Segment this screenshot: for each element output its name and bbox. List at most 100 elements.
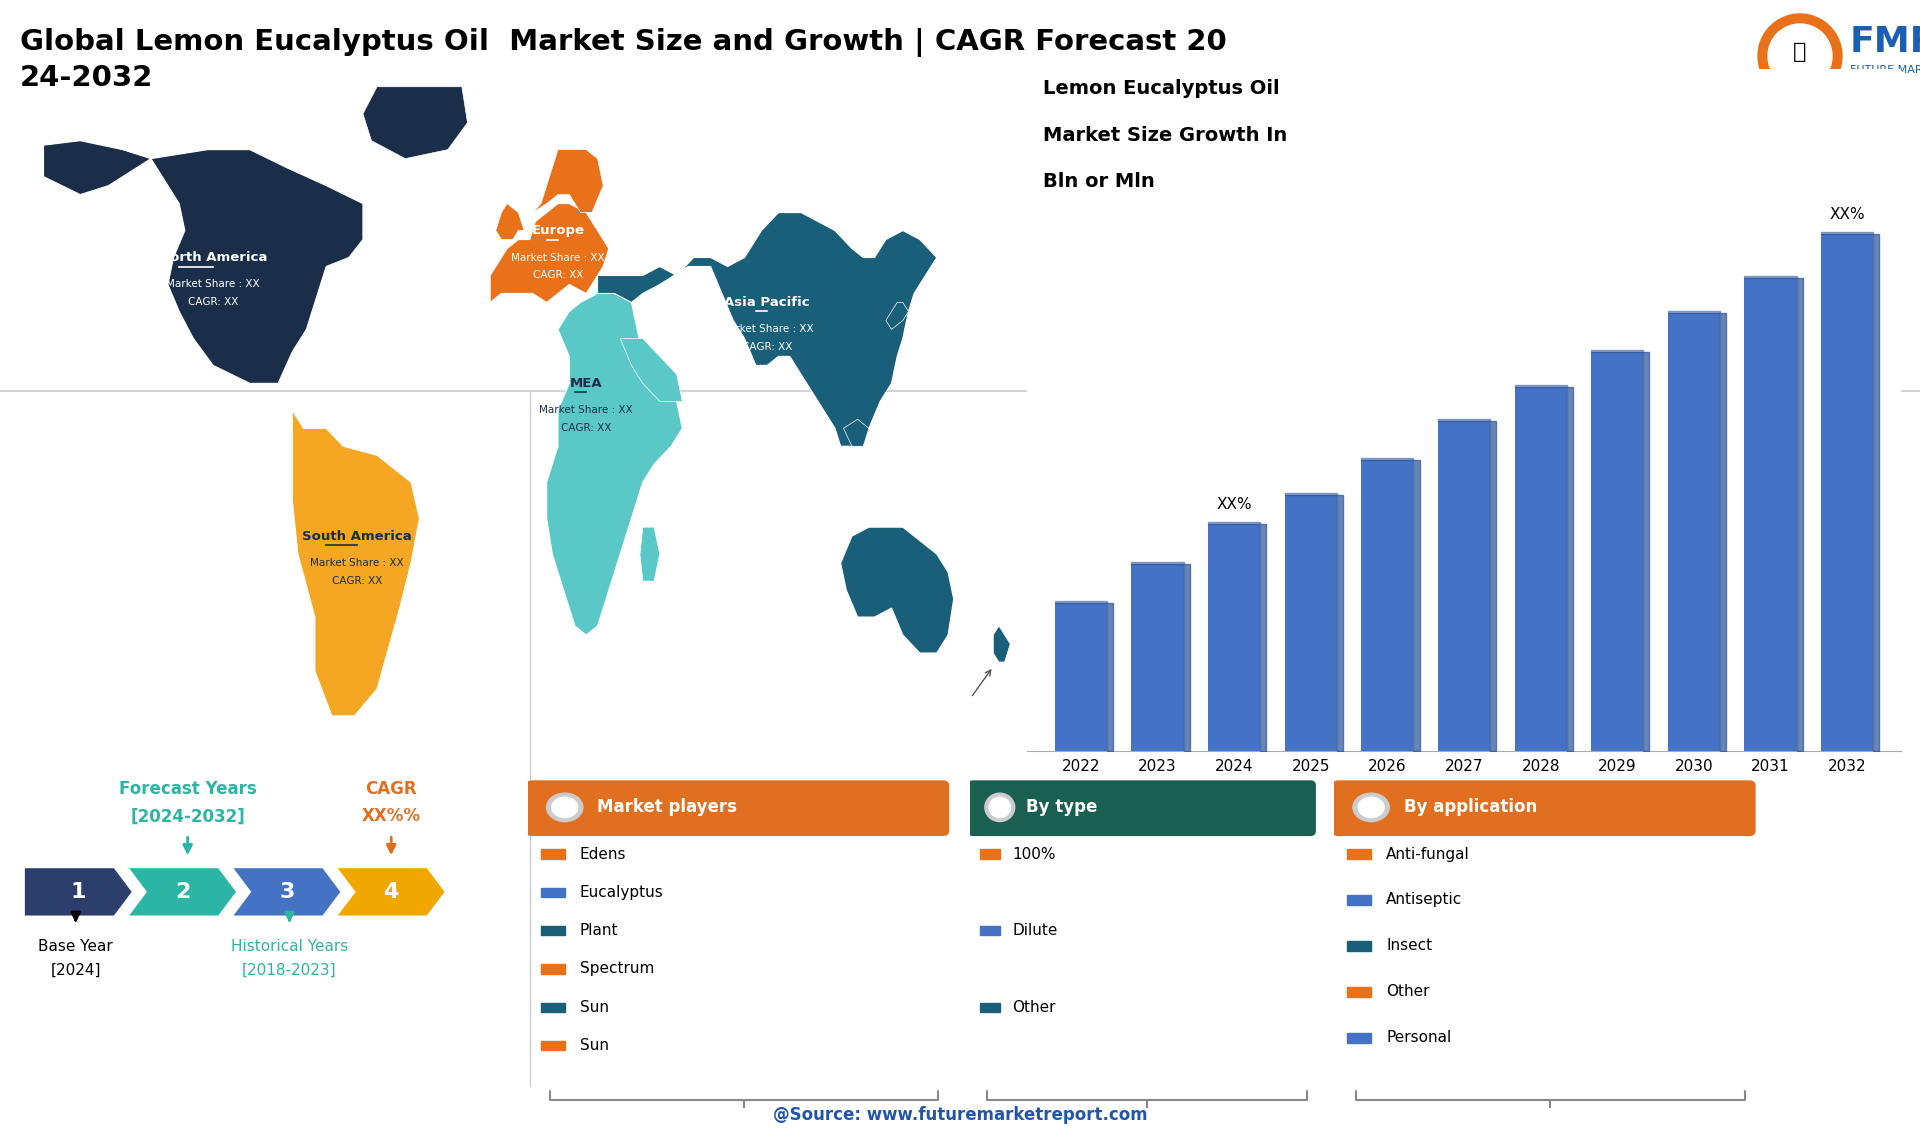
Text: 24-2032: 24-2032: [19, 64, 154, 92]
Text: By type: By type: [1027, 799, 1098, 816]
Text: 3: 3: [278, 882, 294, 902]
Bar: [1515, 386, 1567, 751]
Text: Market Share : XX: Market Share : XX: [167, 280, 259, 290]
Text: South America: South America: [303, 529, 413, 543]
Bar: [541, 926, 564, 935]
Text: MEA: MEA: [570, 377, 603, 390]
Circle shape: [551, 798, 578, 817]
Bar: [981, 1003, 1000, 1012]
Text: Eucalyptus: Eucalyptus: [580, 885, 664, 900]
Bar: [541, 849, 564, 858]
Bar: [1284, 495, 1336, 751]
Circle shape: [1768, 24, 1832, 88]
Circle shape: [547, 793, 584, 822]
Bar: [1592, 352, 1644, 751]
Text: 4: 4: [384, 882, 399, 902]
Text: CAGR: XX: CAGR: XX: [532, 270, 584, 281]
Text: Antiseptic: Antiseptic: [1386, 893, 1463, 908]
Text: Forecast Years: Forecast Years: [119, 780, 257, 799]
Text: Personal: Personal: [1386, 1030, 1452, 1045]
Polygon shape: [25, 869, 132, 916]
Bar: [541, 964, 564, 974]
Text: Sun: Sun: [580, 999, 609, 1014]
Polygon shape: [993, 626, 1010, 662]
Polygon shape: [547, 293, 682, 635]
Text: Plant: Plant: [580, 924, 618, 939]
Text: [2018-2023]: [2018-2023]: [242, 963, 336, 978]
Text: Market Share : XX: Market Share : XX: [540, 406, 634, 415]
Polygon shape: [338, 869, 445, 916]
Bar: [1820, 234, 1874, 751]
Polygon shape: [234, 869, 340, 916]
Text: Bln or Mln: Bln or Mln: [1043, 172, 1154, 191]
Text: @Source: www.futuremarketreport.com: @Source: www.futuremarketreport.com: [772, 1106, 1148, 1124]
Text: XX%: XX%: [1215, 497, 1252, 512]
Text: FUTURE MARKET REPORT: FUTURE MARKET REPORT: [1851, 65, 1920, 74]
Text: Global Lemon Eucalyptus Oil  Market Size and Growth | CAGR Forecast 20: Global Lemon Eucalyptus Oil Market Size …: [19, 28, 1227, 57]
Bar: [981, 926, 1000, 935]
FancyBboxPatch shape: [1332, 780, 1755, 837]
Bar: [1348, 1034, 1371, 1043]
Polygon shape: [129, 869, 236, 916]
Text: CAGR: XX: CAGR: XX: [188, 298, 238, 307]
Polygon shape: [495, 204, 524, 240]
Circle shape: [985, 793, 1014, 822]
FancyBboxPatch shape: [526, 780, 948, 837]
Text: Sun: Sun: [580, 1038, 609, 1053]
Polygon shape: [292, 410, 419, 716]
Polygon shape: [597, 212, 937, 446]
Text: 📷: 📷: [1793, 42, 1807, 62]
Text: Lemon Eucalyptus Oil: Lemon Eucalyptus Oil: [1043, 79, 1279, 99]
Polygon shape: [841, 527, 954, 653]
Text: 2: 2: [175, 882, 190, 902]
Bar: [1348, 849, 1371, 858]
Text: Edens: Edens: [580, 847, 626, 862]
Text: CAGR: XX: CAGR: XX: [561, 423, 611, 433]
Text: [2024]: [2024]: [50, 963, 102, 978]
Text: Market Size Growth In: Market Size Growth In: [1043, 126, 1286, 144]
Text: 100%: 100%: [1012, 847, 1056, 862]
Text: North America: North America: [159, 251, 267, 264]
Polygon shape: [490, 204, 609, 303]
Bar: [1348, 941, 1371, 951]
Text: XX%%: XX%%: [361, 807, 420, 825]
Text: Base Year: Base Year: [38, 940, 113, 955]
Bar: [1438, 421, 1490, 751]
Bar: [1668, 313, 1720, 751]
Text: CAGR: XX: CAGR: XX: [741, 343, 793, 353]
Text: Market Share : XX: Market Share : XX: [720, 324, 814, 335]
Polygon shape: [639, 527, 660, 581]
Bar: [541, 1041, 564, 1051]
FancyBboxPatch shape: [968, 780, 1315, 837]
Bar: [541, 1003, 564, 1012]
Circle shape: [989, 798, 1010, 817]
Polygon shape: [363, 87, 468, 158]
Circle shape: [1354, 793, 1390, 822]
Polygon shape: [532, 150, 603, 212]
Bar: [1208, 525, 1260, 751]
Circle shape: [1759, 14, 1841, 99]
Text: Insect: Insect: [1386, 939, 1432, 953]
Text: 1: 1: [71, 882, 86, 902]
Polygon shape: [843, 419, 870, 446]
Polygon shape: [885, 303, 908, 329]
Text: Europe: Europe: [532, 225, 584, 237]
Text: Spectrum: Spectrum: [580, 961, 655, 976]
Text: Historical Years: Historical Years: [230, 940, 348, 955]
Text: XX%: XX%: [1830, 206, 1864, 222]
Text: CAGR: XX: CAGR: XX: [332, 576, 382, 586]
Text: Other: Other: [1012, 999, 1056, 1014]
Bar: [1348, 987, 1371, 997]
Text: Anti-fungal: Anti-fungal: [1386, 847, 1471, 862]
Bar: [1054, 603, 1108, 751]
Text: Market players: Market players: [597, 799, 737, 816]
Text: By application: By application: [1404, 799, 1536, 816]
Text: Market Share : XX: Market Share : XX: [511, 252, 605, 262]
Text: Dilute: Dilute: [1012, 924, 1058, 939]
Text: Other: Other: [1386, 984, 1430, 999]
Bar: [1131, 564, 1183, 751]
Bar: [1745, 278, 1797, 751]
Text: CAGR: CAGR: [365, 780, 417, 799]
Text: Asia Pacific: Asia Pacific: [724, 296, 810, 309]
Bar: [1361, 461, 1413, 751]
